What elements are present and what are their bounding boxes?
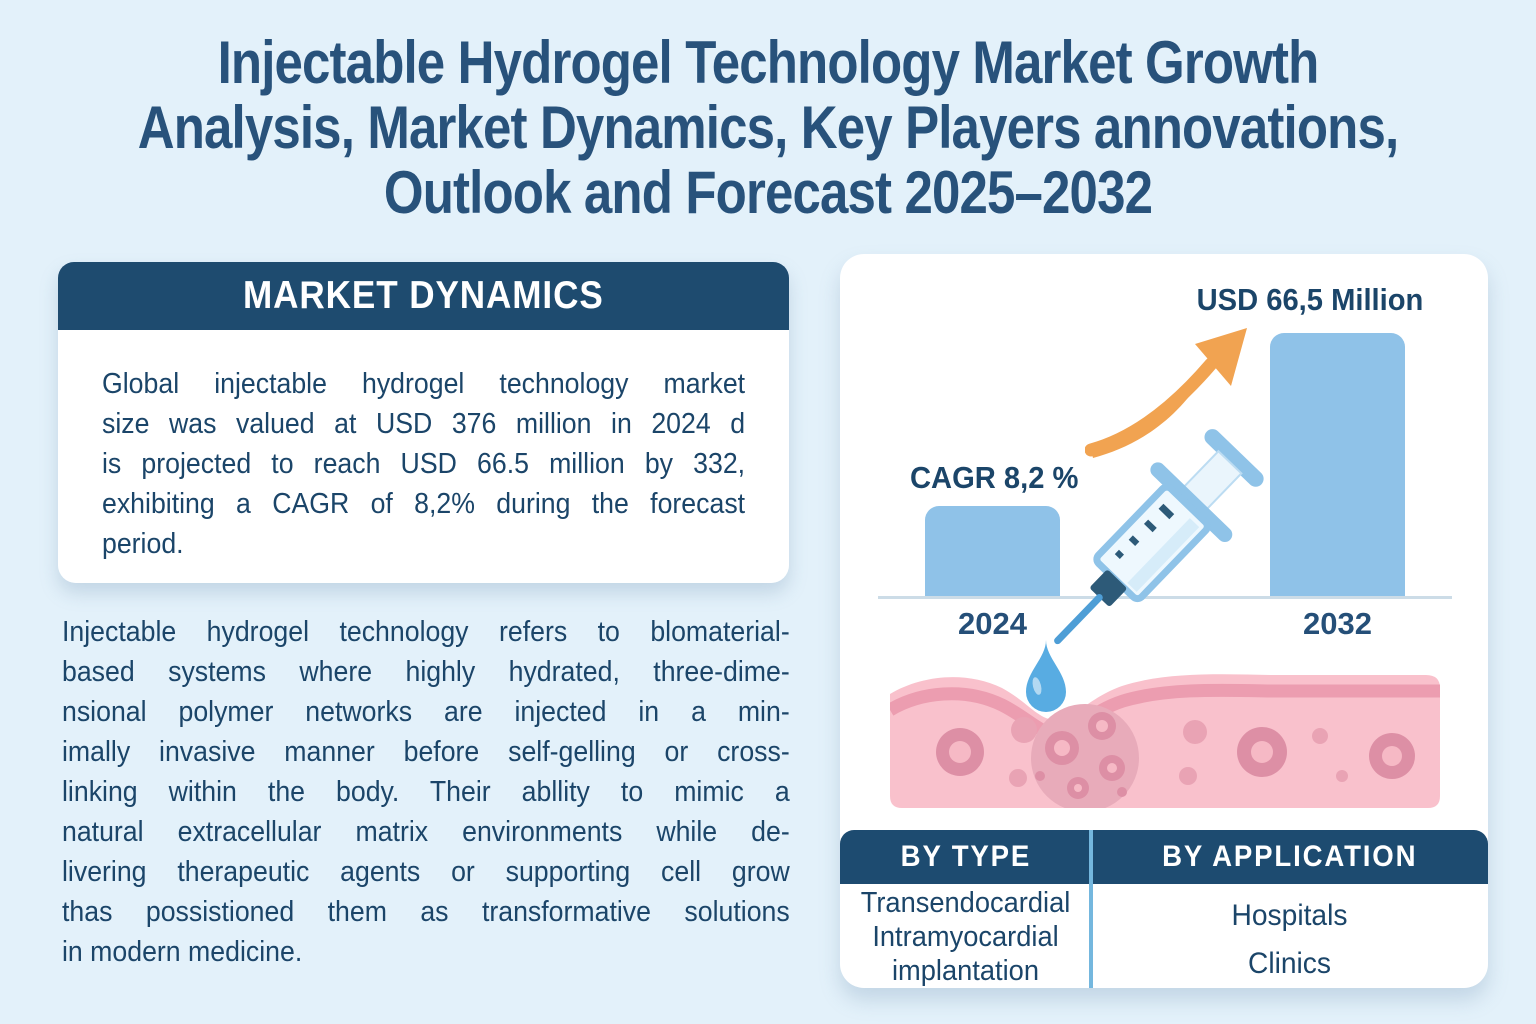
text-line: Outlook and Forecast 2025–2032 xyxy=(383,159,1153,226)
growth-arrow-icon xyxy=(1085,328,1247,458)
by-application-header: BY APPLICATION xyxy=(1091,830,1488,884)
syringe-icon xyxy=(1054,429,1264,645)
text-line: Clinics xyxy=(1247,947,1332,980)
text-line: Hospitals xyxy=(1231,899,1348,932)
text-line: is projected to reach USD 66.5 million b… xyxy=(102,448,746,480)
market-chart-card: USD 66,5 Million CAGR 8,2 % 2024 2032 xyxy=(840,254,1488,988)
axis-label-2024: 2024 xyxy=(958,606,1027,641)
value-label-2032: USD 66,5 Million xyxy=(1196,282,1424,317)
text-line: period. xyxy=(102,528,184,560)
market-dynamics-body: Global injectable hydrogel technology ma… xyxy=(58,330,789,583)
axis-label-2032: 2032 xyxy=(1303,606,1372,641)
market-dynamics-header-label: MARKET DYNAMICS xyxy=(243,274,604,317)
market-dynamics-text: Global injectable hydrogel technology ma… xyxy=(102,364,745,564)
by-type-header-label: BY TYPE xyxy=(900,840,1031,873)
text-line: linking within the body. Their abllity t… xyxy=(62,776,790,808)
text-line: in modern medicine. xyxy=(62,936,303,968)
text-line: livering therapeutic agents or supportin… xyxy=(62,856,790,888)
cagr-label: CAGR 8,2 % xyxy=(910,460,1079,495)
text-line: size was valued at USD 376 million in 20… xyxy=(102,408,746,440)
text-line: nsional polymer networks are injected in… xyxy=(62,696,790,728)
description-paragraph: Injectable hydrogel technology refers to… xyxy=(62,612,790,972)
bar-2024 xyxy=(925,506,1060,597)
by-type-items: Transendocardial Intramyocardial implantat… xyxy=(840,886,1091,988)
text-line: Injectable hydrogel technology refers to… xyxy=(62,616,790,648)
text-line: Transendocardial xyxy=(860,887,1071,919)
tissue-illustration xyxy=(890,674,1440,808)
by-application-header-label: BY APPLICATION xyxy=(1161,840,1418,873)
text-line: Global injectable hydrogel technology ma… xyxy=(102,368,746,400)
market-dynamics-panel: MARKET DYNAMICS Global injectable hydrog… xyxy=(58,262,789,583)
droplet-icon xyxy=(1026,640,1066,712)
text-line: Injectable Hydrogel Technology Market Gr… xyxy=(217,29,1320,96)
text-line: based systems where highly hydrated, thr… xyxy=(62,656,790,688)
market-dynamics-header: MARKET DYNAMICS xyxy=(58,262,789,330)
page-title: Injectable Hydrogel Technology Market Gr… xyxy=(0,30,1535,225)
breakdown-header-row: BY TYPE BY APPLICATION xyxy=(840,830,1488,884)
by-type-header: BY TYPE xyxy=(840,830,1091,884)
text-line: thas possistioned them as transformative… xyxy=(62,896,790,928)
text-line: imally invasive manner before self-gelli… xyxy=(62,736,790,768)
text-line: natural extracellular matrix environment… xyxy=(62,816,790,848)
by-application-items: Hospitals Clinics xyxy=(1091,892,1488,988)
text-line: Analysis, Market Dynamics, Key Players a… xyxy=(137,94,1399,161)
text-line: implantation xyxy=(892,955,1039,987)
column-divider xyxy=(1089,830,1093,988)
text-line: Intramyocardial xyxy=(872,921,1059,953)
bar-2032 xyxy=(1270,333,1405,597)
text-line: exhibiting a CAGR of 8,2% during the for… xyxy=(102,488,746,520)
chart-baseline xyxy=(878,596,1452,599)
